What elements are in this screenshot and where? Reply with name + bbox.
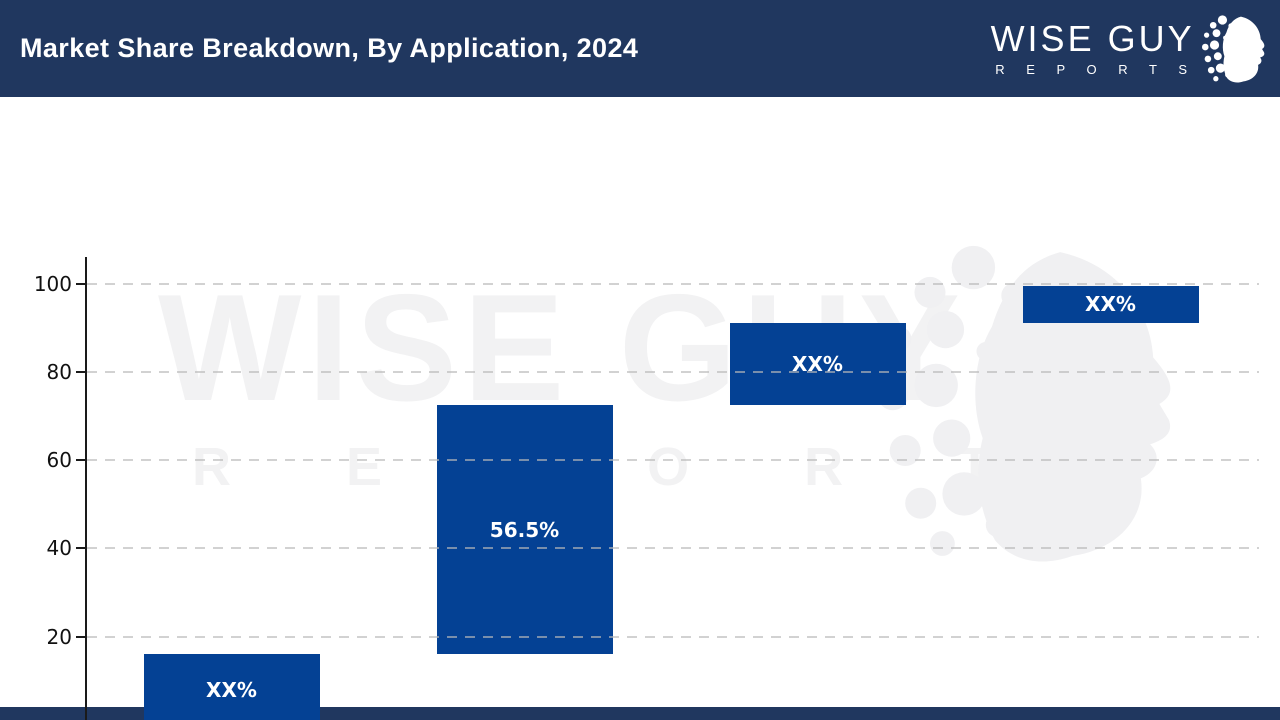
brand-logo: WISE GUY R E P O R T S [989,0,1266,97]
gridline [87,459,1259,462]
gridline [87,547,1259,550]
y-tick [76,635,85,638]
bar-value-label-public-health: XX% [1085,292,1136,317]
brand-name: WISE GUY [990,17,1195,59]
bar-agriculture [436,404,613,655]
brand-logo-text: WISE GUY R E P O R T S [989,17,1196,77]
bar-value-label-forestry: XX% [206,677,257,702]
y-tick-label: 100 [33,271,72,296]
brand-head-icon [1201,14,1265,83]
y-tick [76,547,85,550]
y-tick [76,370,85,373]
bar-horticulture [729,323,906,405]
y-tick [76,282,85,285]
chart-title: Market Share Breakdown, By Application, … [20,33,639,63]
y-tick-label: 20 [46,624,72,649]
brand-subtitle: R E P O R T S [995,61,1196,77]
y-tick-label: 60 [46,448,72,473]
y-tick-label: 40 [46,536,72,561]
gridline [87,370,1259,373]
footer-band [0,707,1280,720]
y-tick-label: 80 [46,359,72,384]
gridline [87,635,1259,638]
y-axis-line [85,257,87,720]
header-band: Market Share Breakdown, By Application, … [0,0,1280,97]
plot-area: 020406080100XX%Forestry56.5%AgricultureX… [0,97,1280,720]
y-tick [76,459,85,462]
bar-value-label-horticulture: XX% [792,352,843,377]
bar-forestry [143,654,320,720]
bar-value-label-agriculture: 56.5% [489,517,560,542]
gridline [87,282,1259,285]
